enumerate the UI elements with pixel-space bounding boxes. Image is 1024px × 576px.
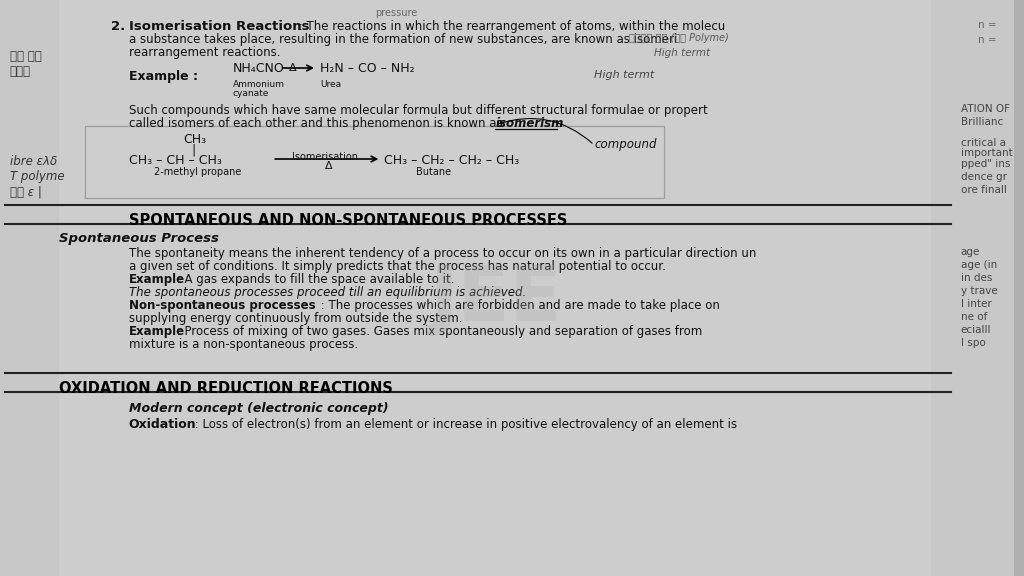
Text: Modern concept (electronic concept): Modern concept (electronic concept) [129,402,388,415]
Text: एथेन ओर (ते Polyme): एथेन ओर (ते Polyme) [629,33,729,43]
Text: supplying energy continuously from outside the system.: supplying energy continuously from outsi… [129,312,462,325]
Text: ore finall: ore finall [961,185,1007,195]
Text: l inter: l inter [961,299,991,309]
Text: compound: compound [594,138,656,151]
Text: Example: Example [129,273,185,286]
Text: y trave: y trave [961,286,997,296]
Text: Butane: Butane [416,167,451,177]
Text: age: age [961,247,980,257]
Text: n =: n = [979,20,997,30]
Text: important: important [961,148,1013,158]
Text: Δ: Δ [290,63,297,73]
Text: Δ: Δ [325,161,333,171]
Text: critical a: critical a [961,138,1006,148]
Text: a given set of conditions. It simply predicts that the process has natural poten: a given set of conditions. It simply pre… [129,260,666,273]
Text: cyanate: cyanate [232,89,269,98]
Text: Isomerisation: Isomerisation [292,152,358,162]
Text: H₂N – CO – NH₂: H₂N – CO – NH₂ [319,62,415,75]
Text: |: | [191,143,196,156]
Text: ibre ελδ: ibre ελδ [10,155,57,168]
Text: dence gr: dence gr [961,172,1007,182]
Text: CH₃ – CH₂ – CH₂ – CH₃: CH₃ – CH₂ – CH₂ – CH₃ [384,154,519,167]
Text: Urea: Urea [319,80,341,89]
Text: in des: in des [961,273,992,283]
Text: isomerism: isomerism [496,117,563,130]
Text: : The reactions in which the rearrangement of atoms, within the molecu: : The reactions in which the rearrangeme… [295,20,725,33]
Text: ne of: ne of [961,312,987,322]
Text: pressure: pressure [375,8,417,18]
Text: नो ε |: नो ε | [10,185,42,198]
Text: SPONTANEOUS AND NON-SPONTANEOUS PROCESSES: SPONTANEOUS AND NON-SPONTANEOUS PROCESSE… [129,213,567,228]
Text: pped" ins: pped" ins [961,159,1010,169]
Text: OXIDATION AND REDUCTION REACTIONS: OXIDATION AND REDUCTION REACTIONS [59,381,393,396]
Text: The spontaneity means the inherent tendency of a process to occur on its own in : The spontaneity means the inherent tende… [129,247,756,260]
Text: उनो: उनो [10,65,31,78]
Text: n =: n = [979,35,997,45]
Text: The spontaneous processes proceed till an equilibrium is achieved.: The spontaneous processes proceed till a… [129,286,526,299]
Text: High termt: High termt [653,48,710,58]
Text: Brillianc: Brillianc [961,117,1002,127]
Text: T polyme: T polyme [10,170,65,183]
Text: called isomers of each other and this phenomenon is known as: called isomers of each other and this ph… [129,117,506,130]
Text: Example: Example [129,325,185,338]
Text: : The processes which are forbidden and are made to take place on: : The processes which are forbidden and … [316,299,720,312]
Text: .: . [557,117,560,130]
Text: Non-spontaneous processes: Non-spontaneous processes [129,299,315,312]
FancyBboxPatch shape [59,0,931,576]
Text: : A gas expands to fill the space available to it.: : A gas expands to fill the space availa… [173,273,455,286]
Text: Isomerisation Reactions: Isomerisation Reactions [129,20,309,33]
Text: JEE: JEE [429,263,561,337]
Text: 2-methyl propane: 2-methyl propane [154,167,241,177]
Text: mixture is a non-spontaneous process.: mixture is a non-spontaneous process. [129,338,357,351]
Text: Oxidation: Oxidation [129,418,197,431]
Text: : Process of mixing of two gases. Gases mix spontaneously and separation of gase: : Process of mixing of two gases. Gases … [173,325,702,338]
Text: CH₃: CH₃ [183,133,207,146]
FancyBboxPatch shape [85,126,664,198]
Text: High termt: High termt [594,70,654,80]
Text: Example :: Example : [129,70,198,83]
Text: l spo: l spo [961,338,985,348]
Text: Spontaneous Process: Spontaneous Process [59,232,219,245]
Text: ecialll: ecialll [961,325,991,335]
Text: NH₄CNO: NH₄CNO [232,62,285,75]
Text: a substance takes place, resulting in the formation of new substances, are known: a substance takes place, resulting in th… [129,33,677,46]
Text: 2.: 2. [111,20,125,33]
Text: के एक: के एक [10,50,42,63]
Text: : Loss of electron(s) from an element or increase in positive electrovalency of : : Loss of electron(s) from an element or… [191,418,737,431]
Text: age (in: age (in [961,260,997,270]
Text: Such compounds which have same molecular formula but different structural formul: Such compounds which have same molecular… [129,104,708,117]
Text: rearrangement reactions.: rearrangement reactions. [129,46,281,59]
Text: CH₃ – CH – CH₃: CH₃ – CH – CH₃ [129,154,221,167]
Text: ATION OF: ATION OF [961,104,1010,114]
Text: Ammonium: Ammonium [232,80,285,89]
